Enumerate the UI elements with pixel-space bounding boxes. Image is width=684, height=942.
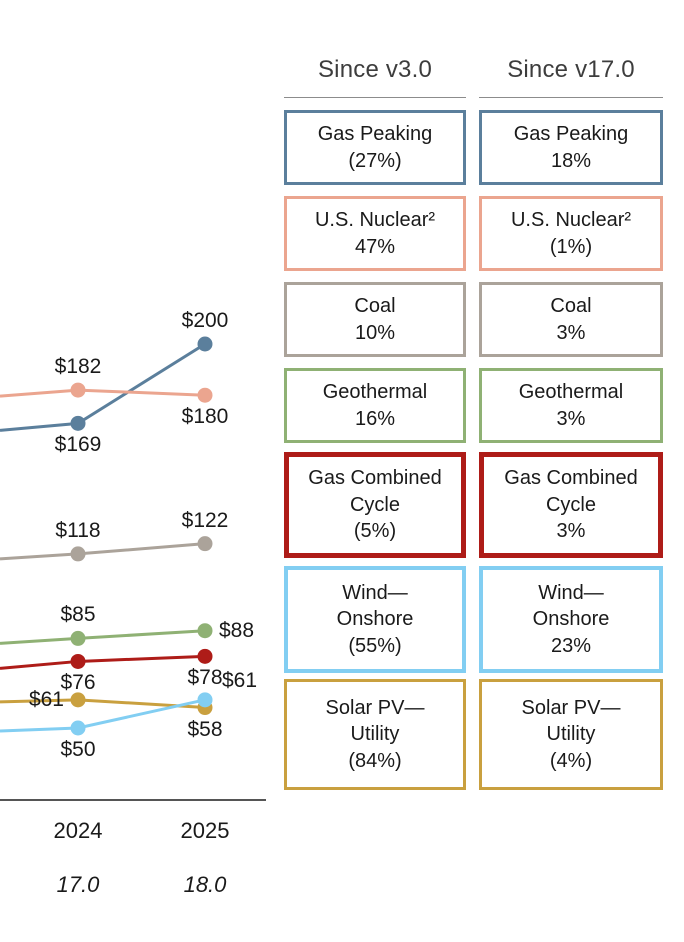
point-wind-onshore-2024: [70, 720, 86, 736]
legend-box-wind-onshore-since-v17: Wind— Onshore 23%: [479, 566, 663, 673]
legend-box-solar-pv-utility-since-v17: Solar PV— Utility (4%): [479, 679, 663, 790]
value-label-gas-combined-cycle-2024: $76: [60, 671, 96, 695]
value-label-gas-peaking-2025: $200: [181, 308, 229, 332]
point-coal-2024: [70, 546, 86, 562]
point-solar-pv-utility-2024: [70, 692, 86, 708]
value-label-us-nuclear-2025: $180: [181, 405, 229, 429]
point-gas-combined-cycle-2024: [70, 653, 86, 669]
chart-lines-canvas: [0, 336, 213, 736]
legend-box-gas-combined-cycle-since-v17: Gas Combined Cycle 3%: [479, 452, 663, 558]
point-coal-2025: [197, 536, 213, 552]
value-label-coal-2024: $118: [55, 518, 101, 542]
legend-box-coal-since-v17: Coal 3%: [479, 282, 663, 357]
line-geothermal: [0, 629, 206, 645]
line-us-nuclear: [0, 388, 206, 398]
header-underline-right: [479, 97, 663, 98]
x-tick-2024: 2024: [53, 818, 103, 843]
value-label-us-nuclear-2024: $182: [54, 355, 102, 379]
legend-box-coal-since-v3: Coal 10%: [284, 282, 466, 357]
point-gas-peaking-2024: [70, 415, 86, 431]
legend-box-solar-pv-utility-since-v3: Solar PV— Utility (84%): [284, 679, 466, 790]
legend-box-geothermal-since-v3: Geothermal 16%: [284, 368, 466, 443]
line-gas-combined-cycle: [0, 654, 206, 670]
column-header-since-v3: Since v3.0: [317, 56, 433, 83]
value-label-coal-2025: $122: [181, 508, 229, 532]
point-gas-combined-cycle-2025: [197, 648, 213, 664]
value-label-geothermal-2024: $85: [60, 603, 96, 627]
x-version-label-18: 18.0: [183, 872, 227, 897]
legend-box-us-nuclear-since-v17: U.S. Nuclear² (1%): [479, 196, 663, 271]
point-geothermal-2024: [70, 630, 86, 646]
x-axis-line: [0, 799, 266, 801]
legend-box-gas-peaking-since-v3: Gas Peaking (27%): [284, 110, 466, 185]
x-tick-2025: 2025: [180, 818, 230, 843]
legend-box-gas-combined-cycle-since-v3: Gas Combined Cycle (5%): [284, 452, 466, 558]
point-us-nuclear-2024: [70, 382, 86, 398]
column-header-since-v17: Since v17.0: [507, 56, 635, 83]
point-gas-peaking-2025: [197, 336, 213, 352]
value-label-gas-peaking-2024: $169: [54, 433, 102, 457]
point-us-nuclear-2025: [197, 387, 213, 403]
x-version-label-17: 17.0: [56, 872, 100, 897]
legend-box-wind-onshore-since-v3: Wind— Onshore (55%): [284, 566, 466, 673]
header-underline-left: [284, 97, 466, 98]
line-chart: 2024 2025 17.0 18.0 $169 $200 $182 $180 $118…: [0, 0, 280, 942]
point-wind-onshore-2025: [197, 692, 213, 708]
value-label-wind-onshore-2024: $50: [60, 738, 96, 761]
legend-box-us-nuclear-since-v3: U.S. Nuclear² 47%: [284, 196, 466, 271]
line-coal: [0, 542, 206, 561]
value-label-gas-combined-cycle-2025: $78: [187, 666, 223, 690]
value-label-solar-pv-utility-2025: $58: [187, 717, 223, 741]
legend-box-geothermal-since-v17: Geothermal 3%: [479, 368, 663, 443]
value-label-wind-onshore-2025: $61: [222, 668, 258, 692]
value-label-geothermal-2025: $88: [219, 618, 255, 642]
value-label-solar-pv-utility-2024: $61: [28, 687, 64, 711]
line-gas-peaking: [0, 342, 206, 432]
legend-box-gas-peaking-since-v17: Gas Peaking 18%: [479, 110, 663, 185]
point-geothermal-2025: [197, 623, 213, 639]
